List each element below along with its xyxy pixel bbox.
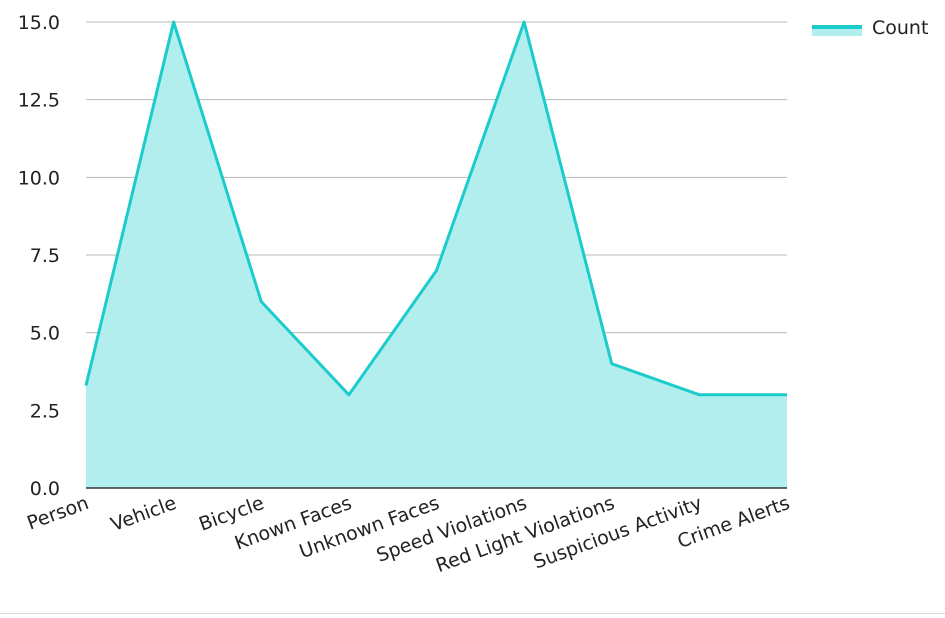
legend[interactable]: Count: [812, 17, 928, 39]
y-tick-label: 0.0: [30, 478, 60, 500]
y-tick-label: 12.5: [18, 90, 60, 112]
x-tick-label: Vehicle: [108, 492, 179, 536]
y-tick-label: 7.5: [30, 245, 60, 267]
y-tick-label: 15.0: [18, 12, 60, 34]
y-tick-labels: 0.0 2.5 5.0 7.5 10.0 12.5 15.0: [18, 12, 60, 500]
y-tick-label: 5.0: [30, 323, 60, 345]
y-tick-label: 2.5: [30, 400, 60, 422]
y-tick-label: 10.0: [18, 167, 60, 189]
legend-label[interactable]: Count: [872, 17, 928, 39]
